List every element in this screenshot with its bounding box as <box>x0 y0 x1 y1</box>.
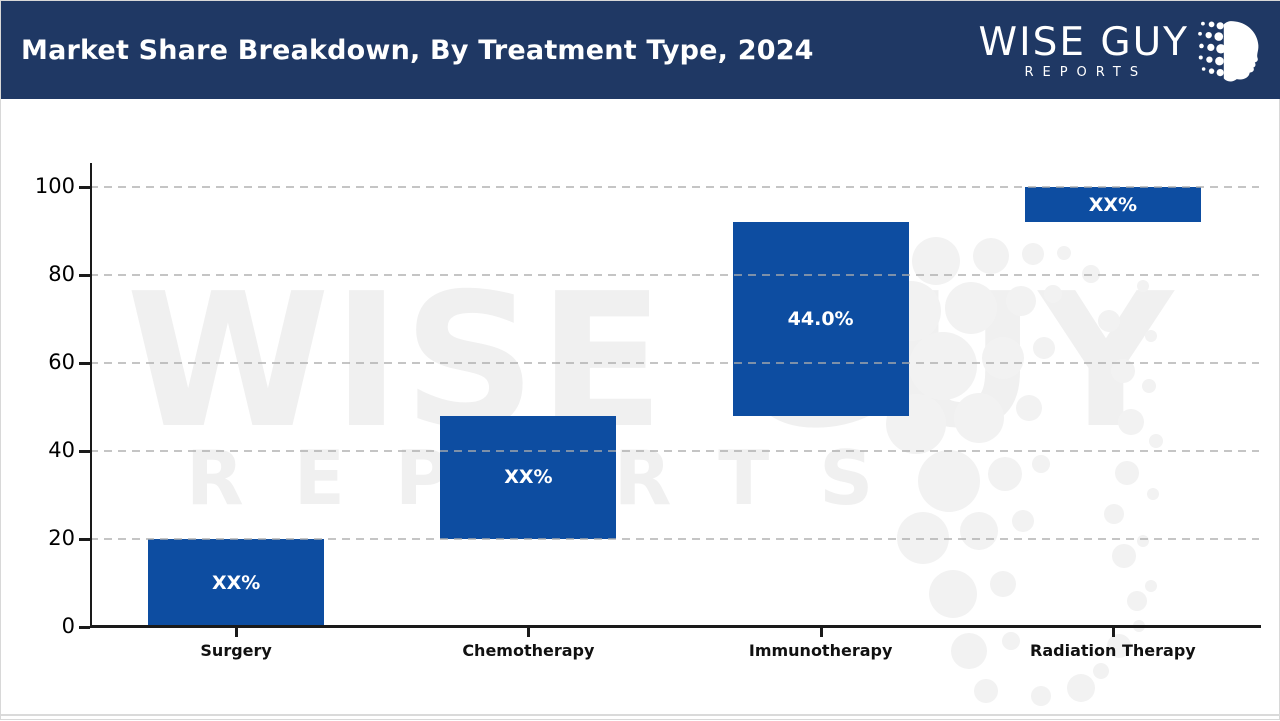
bar-value-label: 44.0% <box>787 307 854 330</box>
y-tick-40 <box>79 450 90 453</box>
bar-immunotherapy: 44.0% <box>732 222 909 416</box>
bar-value-label: XX% <box>504 466 553 489</box>
y-tick-label-0: 0 <box>61 614 75 638</box>
gridline-100 <box>90 186 1259 188</box>
brand-subtitle: REPORTS <box>1024 65 1148 81</box>
y-tick-label-80: 80 <box>48 262 75 286</box>
gridline-80 <box>90 274 1259 276</box>
x-tick-2 <box>819 628 823 637</box>
gridline-40 <box>90 450 1259 452</box>
x-tick-0 <box>235 628 239 637</box>
header-bar: Market Share Breakdown, By Treatment Typ… <box>1 1 1280 99</box>
x-category-label: Immunotherapy <box>748 641 893 660</box>
y-tick-label-100: 100 <box>34 174 75 198</box>
x-tick-3 <box>1111 628 1115 637</box>
brand-name: WISE GUY <box>978 19 1189 65</box>
x-category-label: Radiation Therapy <box>1030 641 1196 660</box>
gridline-20 <box>90 538 1259 540</box>
bar-surgery: XX% <box>148 539 325 627</box>
gridline-60 <box>90 362 1259 364</box>
page-title: Market Share Breakdown, By Treatment Typ… <box>21 34 814 66</box>
y-tick-0 <box>79 626 90 629</box>
y-tick-100 <box>79 186 90 189</box>
y-tick-label-60: 60 <box>48 350 75 374</box>
bar-radiation-therapy: XX% <box>1024 187 1201 223</box>
x-category-label: Chemotherapy <box>462 641 595 660</box>
x-tick-1 <box>527 628 531 637</box>
x-category-label: Surgery <box>200 641 272 660</box>
y-axis-spine <box>90 163 92 628</box>
brand-head-icon <box>1198 21 1259 82</box>
x-axis-spine <box>90 625 1261 628</box>
bar-value-label: XX% <box>1088 193 1138 216</box>
bar-value-label: XX% <box>211 572 261 594</box>
bottom-divider <box>1 714 1280 716</box>
y-tick-60 <box>79 362 90 365</box>
y-tick-label-20: 20 <box>48 526 75 550</box>
y-tick-20 <box>79 538 90 541</box>
bar-chemotherapy: XX% <box>440 415 617 539</box>
y-tick-label-40: 40 <box>48 438 75 462</box>
brand-logo: WISE GUY REPORTS <box>979 5 1267 97</box>
y-tick-80 <box>79 274 90 277</box>
